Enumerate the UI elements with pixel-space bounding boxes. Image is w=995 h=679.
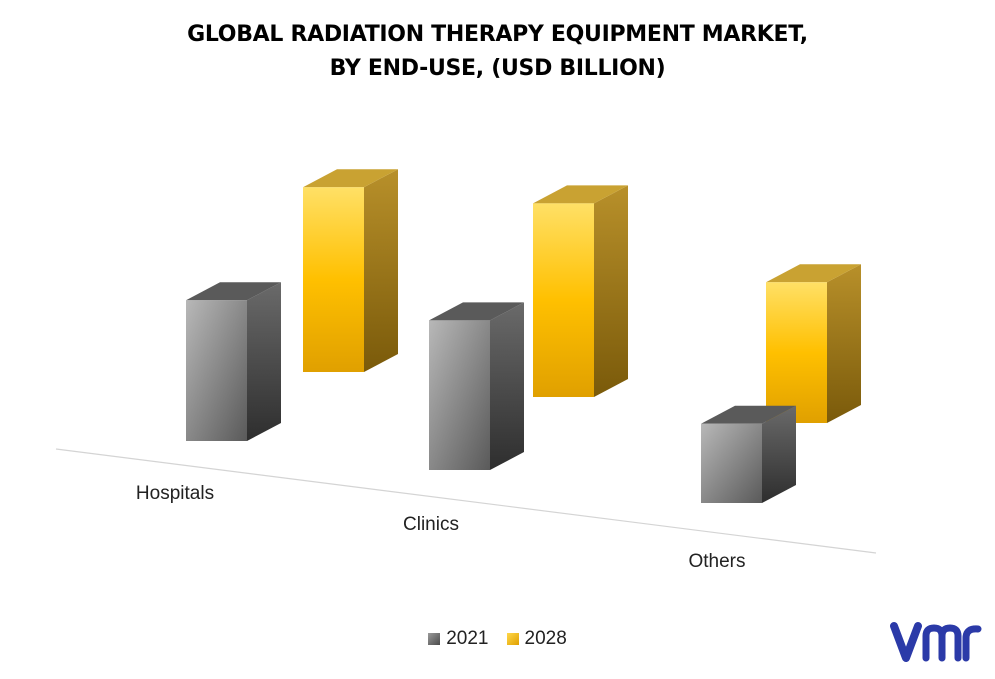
bar-side [364, 169, 398, 372]
bar-clinics-2028 [533, 185, 628, 397]
bar-front [186, 300, 247, 441]
bar-side [247, 282, 281, 441]
bar-side [490, 302, 524, 470]
category-label-others: Others [688, 551, 745, 572]
bar-top [533, 185, 628, 204]
bar-top [766, 264, 861, 283]
legend-label-2021: 2021 [446, 628, 489, 649]
chart-title-line-2: BY END-USE, (USD BILLION) [329, 56, 666, 81]
bar-others-2021 [701, 405, 796, 503]
legend-swatch-2028 [506, 633, 519, 645]
bar-front [533, 203, 594, 397]
legend: 2021 2028 [0, 628, 995, 650]
vmr-logo-icon [890, 622, 982, 662]
bar-hospitals-2021 [186, 282, 281, 441]
category-label-clinics: Clinics [403, 514, 459, 535]
legend-swatch-2021 [428, 633, 441, 645]
bar-side [594, 185, 628, 397]
legend-item-2021: 2021 [428, 628, 489, 650]
bar-front [303, 187, 364, 372]
bar-side [762, 405, 796, 503]
bar-clinics-2021 [429, 302, 524, 470]
bar-front [701, 423, 762, 503]
category-label-hospitals: Hospitals [136, 483, 214, 504]
legend-label-2028: 2028 [524, 628, 567, 649]
bar-others-2028 [766, 264, 861, 423]
floor-line [55, 448, 877, 554]
bar-top [429, 302, 524, 321]
bar-front [429, 320, 490, 470]
chart-title-line-1: GLOBAL RADIATION THERAPY EQUIPMENT MARKE… [187, 22, 808, 47]
bar-front [766, 282, 827, 423]
bar-top [701, 405, 796, 424]
legend-item-2028: 2028 [506, 628, 567, 650]
bar-top [186, 282, 281, 301]
bar-top [303, 169, 398, 188]
bar-side [827, 264, 861, 423]
chart-title: GLOBAL RADIATION THERAPY EQUIPMENT MARKE… [0, 18, 995, 86]
bar-hospitals-2028 [303, 169, 398, 372]
